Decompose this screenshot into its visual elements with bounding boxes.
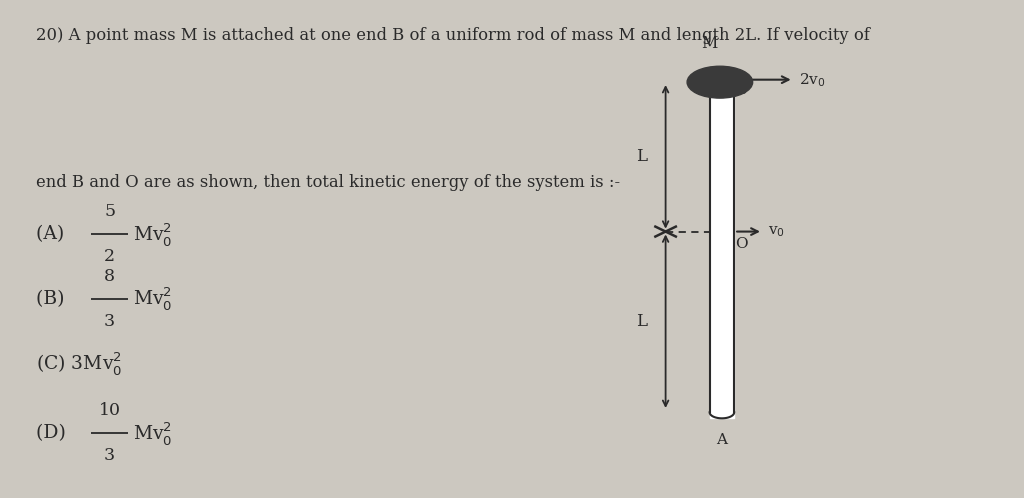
Text: (A): (A) — [36, 225, 70, 243]
Text: A: A — [717, 433, 727, 447]
Polygon shape — [710, 85, 734, 91]
Text: M: M — [701, 35, 718, 52]
Text: B: B — [735, 83, 746, 97]
Bar — [710, 85, 734, 418]
Text: Mv$_0^2$: Mv$_0^2$ — [133, 221, 173, 248]
Text: 3: 3 — [104, 447, 115, 464]
Text: 10: 10 — [98, 402, 121, 419]
Text: (D): (D) — [36, 424, 72, 442]
Text: end B and O are as shown, then total kinetic energy of the system is :-: end B and O are as shown, then total kin… — [36, 174, 620, 191]
Circle shape — [687, 66, 753, 98]
Text: L: L — [636, 313, 647, 330]
Text: 3: 3 — [104, 313, 115, 330]
Text: 8: 8 — [104, 268, 115, 285]
Text: (C) 3Mv$_0^2$: (C) 3Mv$_0^2$ — [36, 350, 122, 377]
Text: 2v$_0$: 2v$_0$ — [799, 71, 825, 89]
Text: 2: 2 — [104, 248, 115, 265]
Text: v$_0$: v$_0$ — [768, 224, 785, 239]
Text: Mv$_0^2$: Mv$_0^2$ — [133, 420, 173, 447]
Text: Mv$_0^2$: Mv$_0^2$ — [133, 285, 173, 312]
Text: 5: 5 — [104, 203, 115, 220]
Text: (B): (B) — [36, 290, 71, 308]
Text: O: O — [735, 237, 748, 251]
Text: 20) A point mass M is attached at one end B of a uniform rod of mass M and lengt: 20) A point mass M is attached at one en… — [36, 27, 869, 44]
Polygon shape — [710, 412, 734, 418]
Text: L: L — [636, 148, 647, 165]
